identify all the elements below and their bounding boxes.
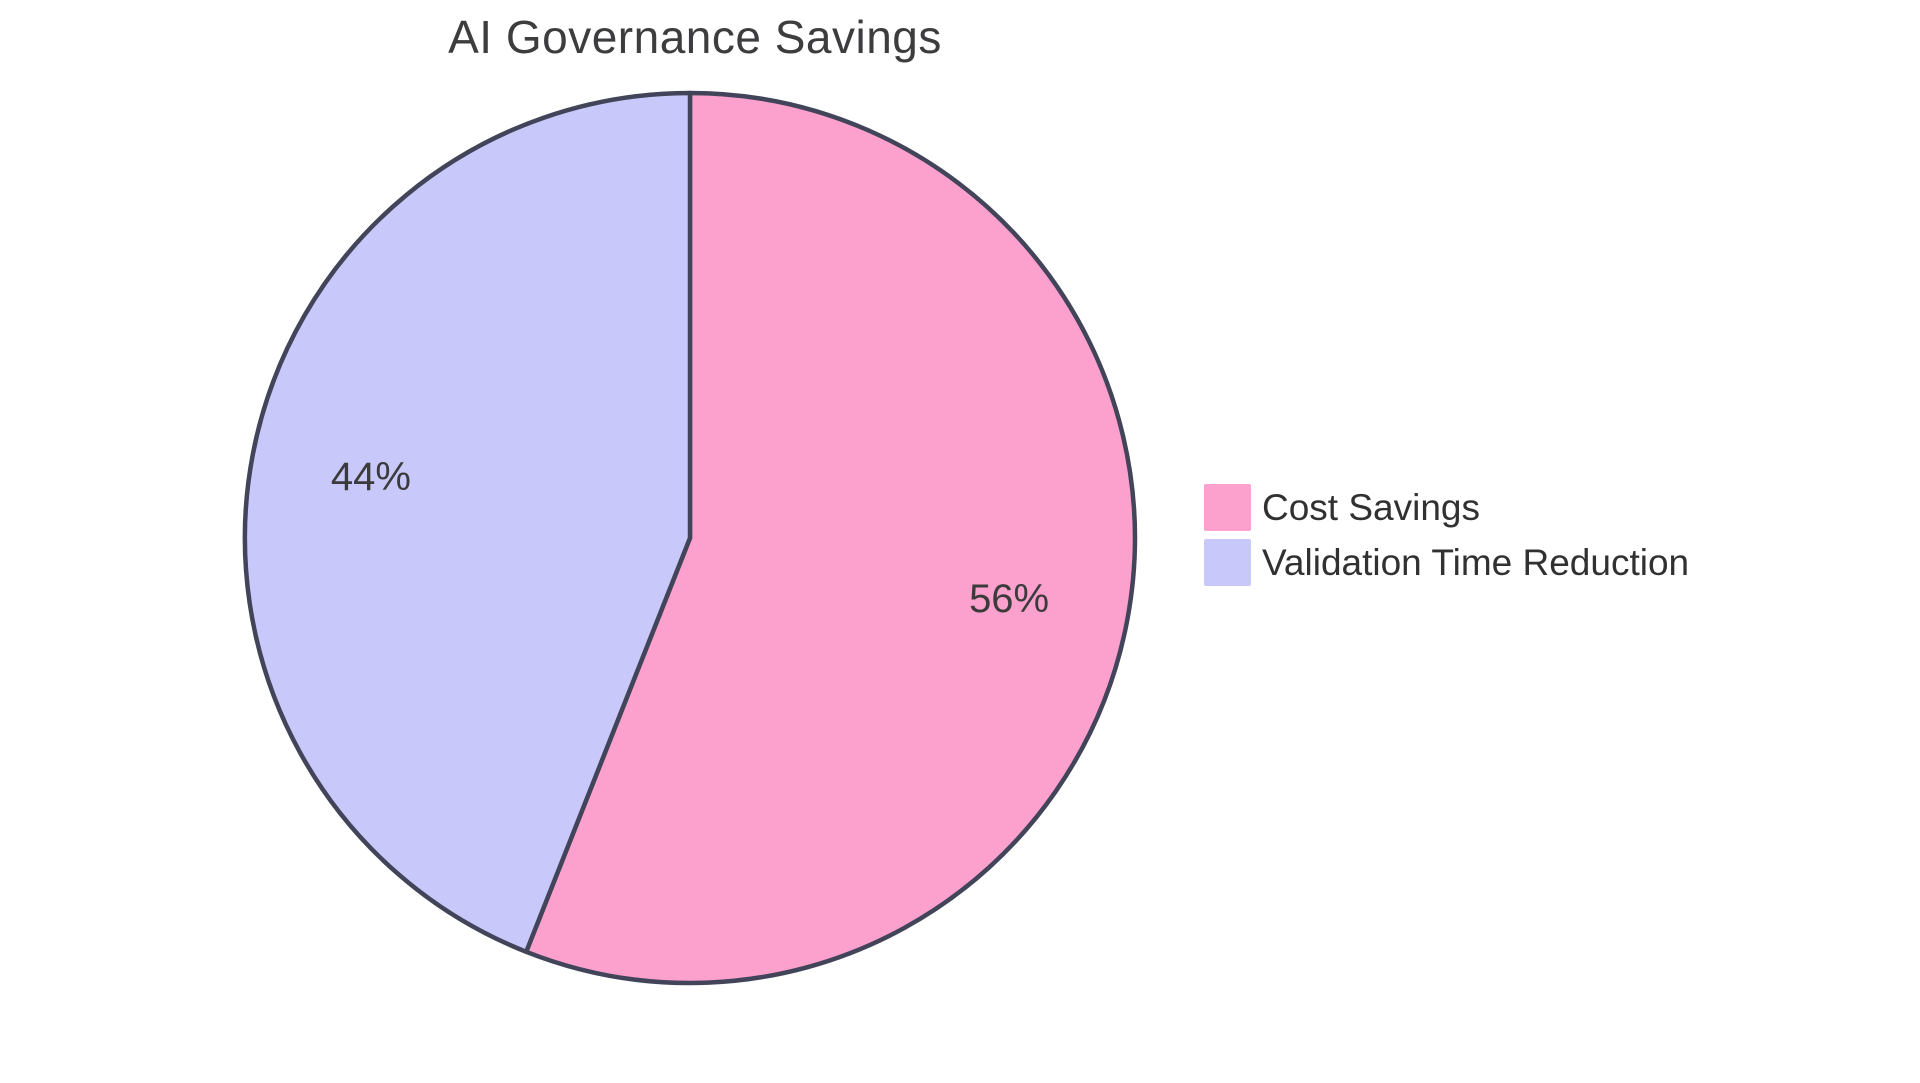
legend-item-cost-savings: Cost Savings [1204,484,1689,531]
legend-swatch-validation-time-reduction [1204,539,1251,586]
slice-percent-label-cost-savings: 56% [969,577,1049,621]
legend-item-validation-time-reduction: Validation Time Reduction [1204,539,1689,586]
legend-label-validation-time-reduction: Validation Time Reduction [1262,541,1690,583]
legend-swatch-cost-savings [1204,484,1251,531]
pie-slice-cost-savings [523,90,1138,986]
pie-slice-validation-time-reduction [242,90,693,955]
legend: Cost Savings Validation Time Reduction [1204,484,1689,586]
chart-title: AI Governance Savings [448,11,942,63]
slice-percent-label-validation-time-reduction: 44% [331,455,411,499]
legend-label-cost-savings: Cost Savings [1262,486,1480,528]
